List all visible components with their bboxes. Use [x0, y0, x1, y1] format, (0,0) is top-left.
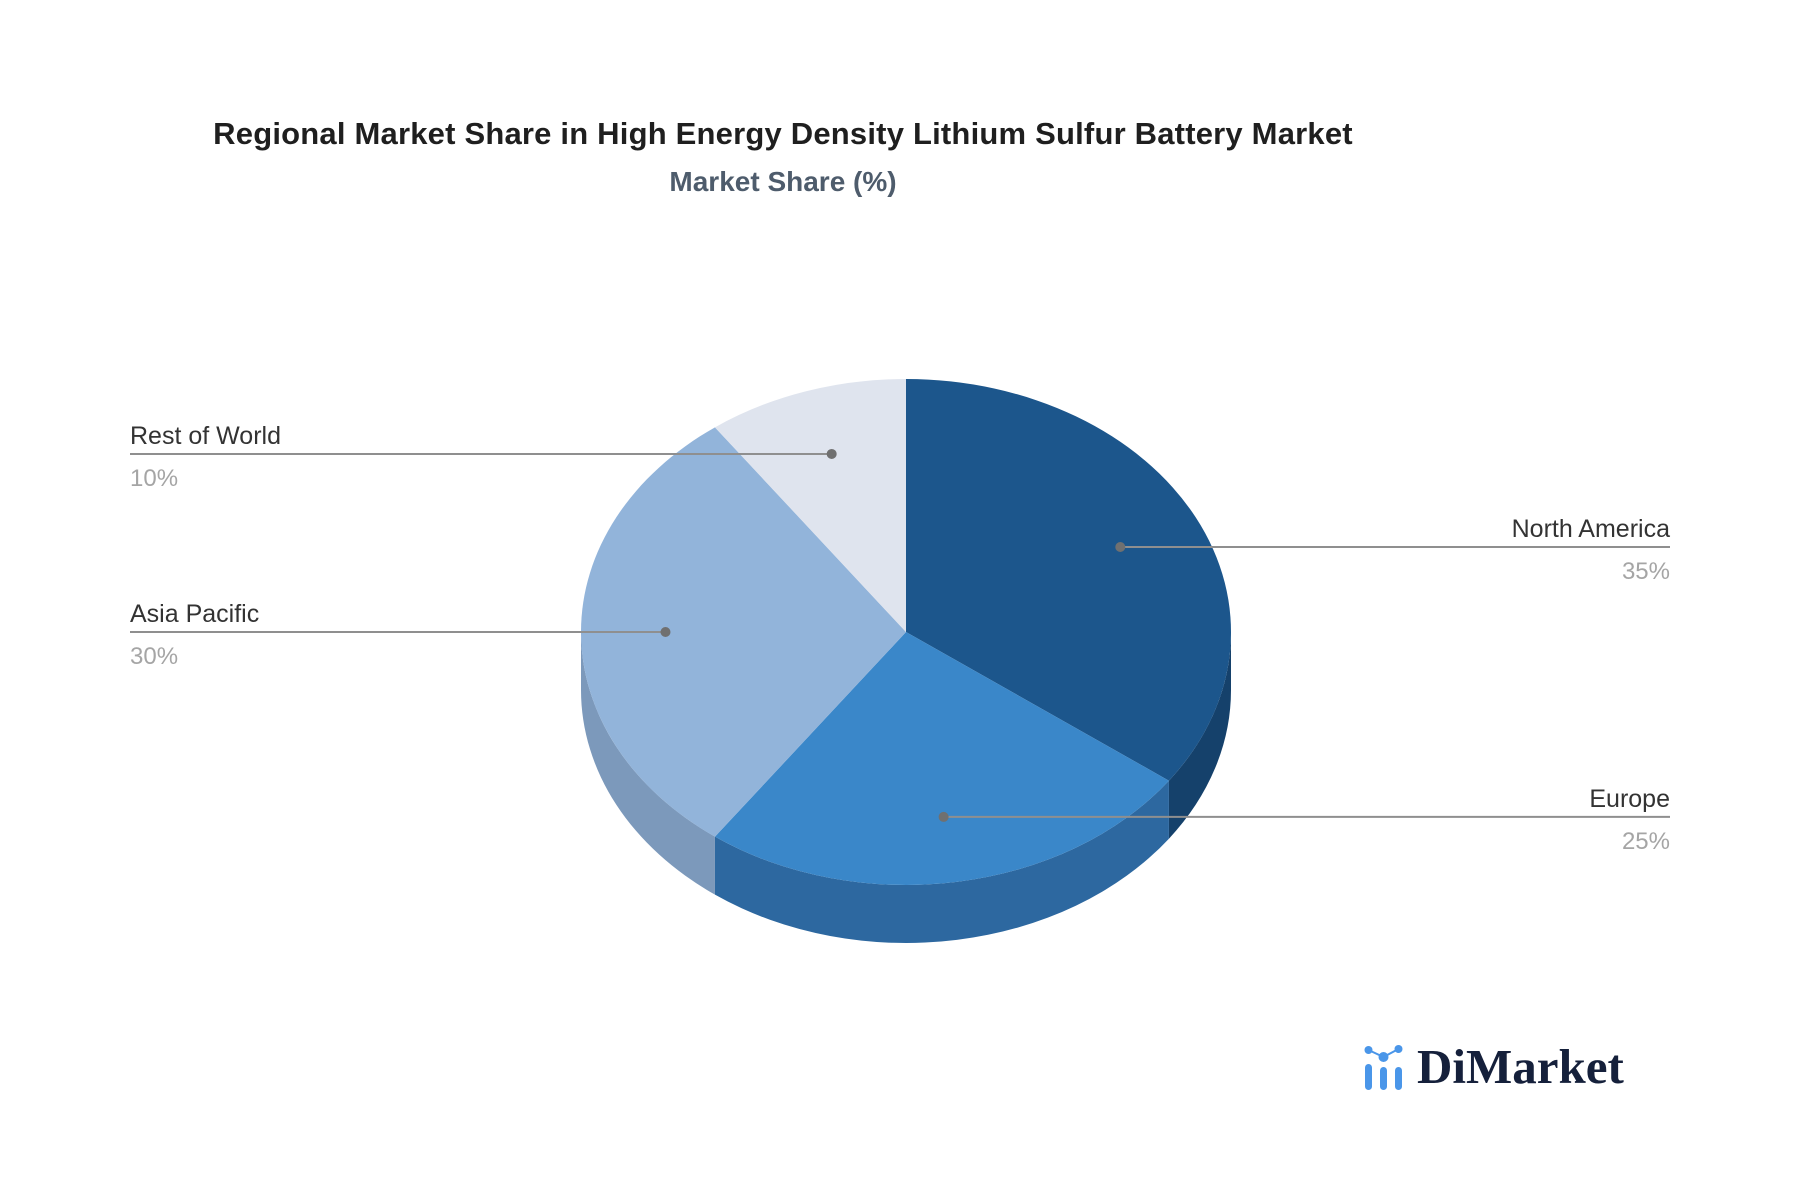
slice-value-label-rest-of-world: 10% [130, 465, 178, 492]
pie-slice-side-north-america [1168, 632, 1231, 839]
pie-slice-asia-pacific[interactable] [581, 427, 906, 837]
chart-title: Regional Market Share in High Energy Den… [213, 116, 1353, 151]
leader-dot-europe [938, 811, 949, 822]
pie-slice-north-america[interactable] [906, 379, 1231, 781]
pie-slice-side-asia-pacific [581, 632, 715, 895]
slice-value-label-asia-pacific: 30% [130, 643, 178, 670]
leader-dot-asia-pacific [660, 627, 671, 637]
slice-name-label-europe: Europe [1589, 785, 1670, 813]
slice-name-label-rest-of-world: Rest of World [130, 422, 281, 450]
pie-slice-side-europe [714, 780, 1169, 943]
leader-dot-rest-of-world [826, 448, 837, 459]
brand-logo: DiMarket [1363, 1040, 1624, 1092]
brand-logo-text: DiMarket [1417, 1039, 1624, 1094]
slice-value-label-north-america: 35% [1622, 558, 1670, 585]
bar-line-chart-icon [1364, 1045, 1403, 1090]
pie-slice-rest-of-world[interactable] [714, 379, 906, 632]
chart-subtitle: Market Share (%) [669, 166, 897, 197]
slice-value-label-europe: 25% [1622, 828, 1670, 855]
leader-dot-north-america [1115, 542, 1126, 553]
slice-name-label-north-america: North America [1512, 515, 1670, 543]
pie-slice-europe[interactable] [714, 632, 1169, 885]
slice-name-label-asia-pacific: Asia Pacific [130, 600, 259, 628]
